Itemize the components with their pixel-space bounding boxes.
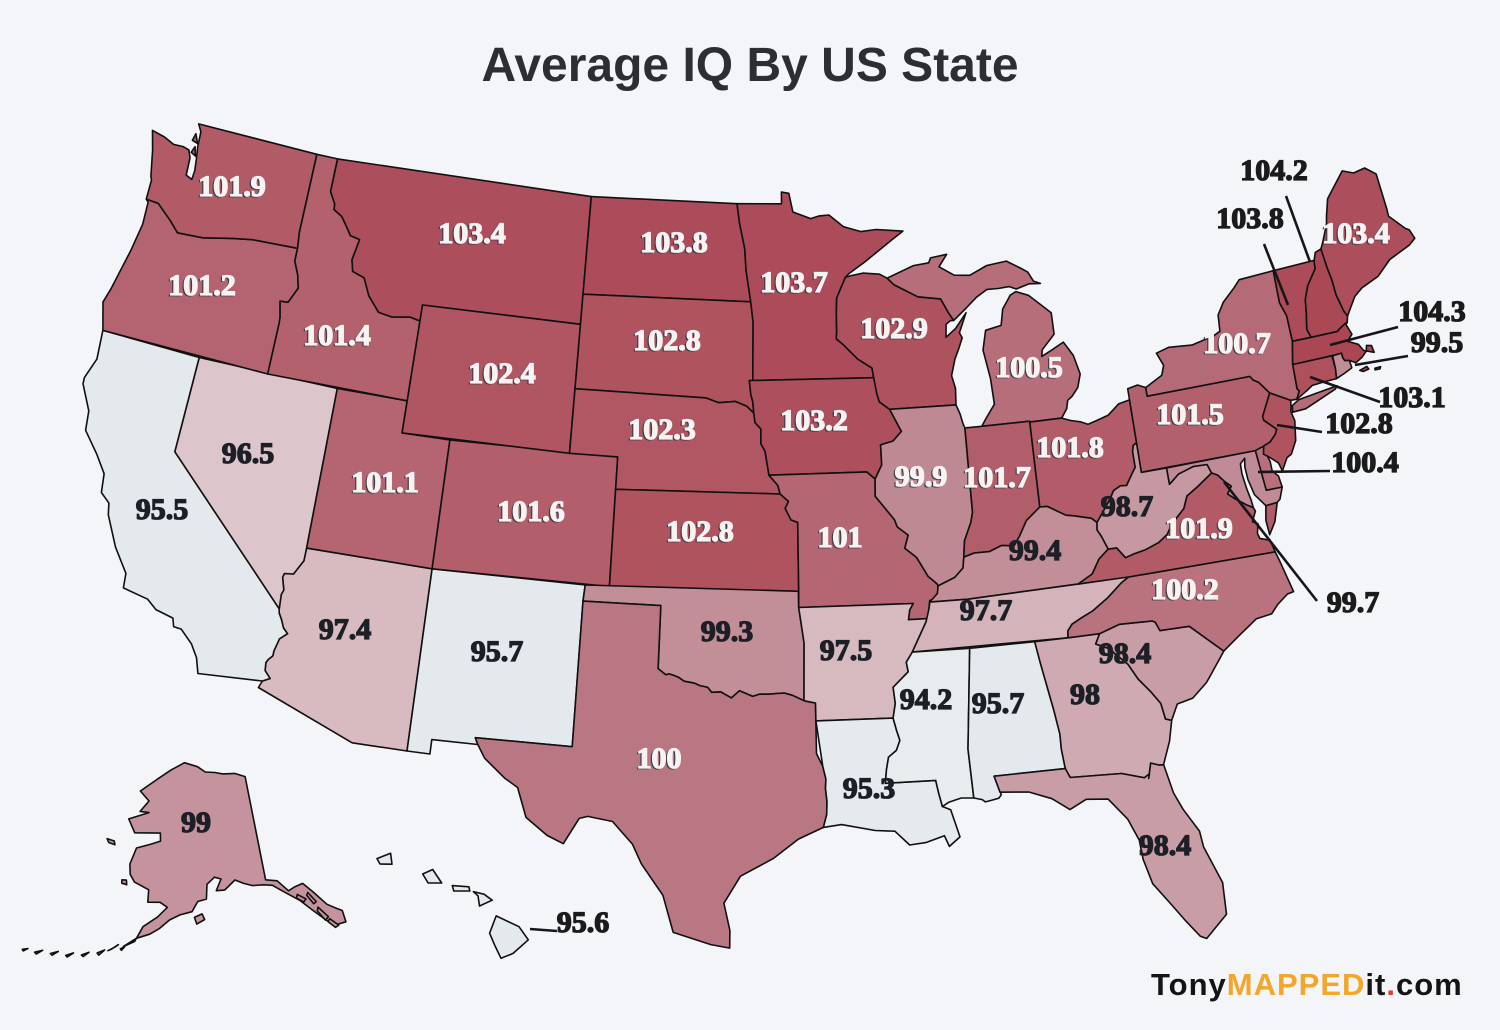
svg-text:101.6: 101.6 bbox=[496, 496, 564, 529]
svg-text:104.3: 104.3 bbox=[1398, 295, 1466, 328]
svg-text:95.5: 95.5 bbox=[136, 493, 189, 526]
svg-text:101.1: 101.1 bbox=[350, 467, 418, 500]
svg-text:98.7: 98.7 bbox=[1101, 490, 1154, 523]
svg-text:102.3: 102.3 bbox=[627, 414, 695, 447]
svg-text:100.5: 100.5 bbox=[994, 352, 1062, 385]
svg-text:101.5: 101.5 bbox=[1156, 398, 1224, 431]
svg-text:101.2: 101.2 bbox=[168, 269, 236, 302]
svg-text:103.2: 103.2 bbox=[780, 404, 848, 437]
svg-text:97.4: 97.4 bbox=[319, 613, 372, 646]
svg-text:101.8: 101.8 bbox=[1036, 431, 1104, 464]
svg-text:101.9: 101.9 bbox=[1164, 513, 1232, 546]
svg-text:101.8: 101.8 bbox=[1035, 432, 1103, 465]
svg-text:102.8: 102.8 bbox=[665, 516, 733, 549]
svg-text:101.9: 101.9 bbox=[197, 171, 265, 204]
svg-text:103.8: 103.8 bbox=[640, 226, 708, 259]
svg-text:Average IQ By US State: Average IQ By US State bbox=[481, 39, 1018, 92]
svg-text:98: 98 bbox=[1070, 678, 1100, 711]
svg-text:102.9: 102.9 bbox=[860, 312, 928, 345]
svg-text:101.4: 101.4 bbox=[303, 319, 371, 352]
svg-text:103.7: 103.7 bbox=[760, 266, 828, 299]
svg-text:95.7: 95.7 bbox=[471, 635, 524, 668]
svg-text:103.4: 103.4 bbox=[438, 217, 506, 250]
svg-text:100.7: 100.7 bbox=[1203, 327, 1271, 360]
svg-text:103.4: 103.4 bbox=[437, 218, 505, 251]
svg-text:102.8: 102.8 bbox=[633, 324, 701, 357]
svg-text:103.4: 103.4 bbox=[1321, 218, 1389, 251]
svg-text:95.7: 95.7 bbox=[972, 687, 1025, 720]
svg-text:TonyMAPPEDit.com: TonyMAPPEDit.com bbox=[1151, 967, 1463, 1002]
svg-text:97.5: 97.5 bbox=[820, 634, 873, 667]
svg-text:101.1: 101.1 bbox=[351, 466, 419, 499]
svg-text:102.3: 102.3 bbox=[628, 413, 696, 446]
svg-text:103.2: 103.2 bbox=[779, 405, 847, 438]
svg-text:99.5: 99.5 bbox=[1411, 326, 1464, 359]
svg-text:103.7: 103.7 bbox=[759, 267, 827, 300]
svg-text:94.2: 94.2 bbox=[900, 683, 953, 716]
svg-text:102.4: 102.4 bbox=[468, 357, 536, 390]
svg-text:99.9: 99.9 bbox=[895, 460, 948, 493]
svg-text:102.4: 102.4 bbox=[467, 358, 535, 391]
svg-text:101.7: 101.7 bbox=[962, 462, 1030, 495]
svg-text:99.4: 99.4 bbox=[1009, 534, 1062, 567]
svg-text:103.4: 103.4 bbox=[1322, 217, 1390, 250]
svg-text:95.6: 95.6 bbox=[557, 906, 610, 939]
svg-text:101.5: 101.5 bbox=[1155, 399, 1223, 432]
svg-text:104.2: 104.2 bbox=[1240, 154, 1308, 187]
svg-text:100: 100 bbox=[637, 742, 682, 775]
svg-text:103.1: 103.1 bbox=[1378, 381, 1446, 414]
svg-text:100.2: 100.2 bbox=[1151, 573, 1219, 606]
svg-text:102.8: 102.8 bbox=[1325, 407, 1393, 440]
svg-text:101.4: 101.4 bbox=[302, 320, 370, 353]
svg-text:101: 101 bbox=[816, 522, 861, 555]
svg-text:101: 101 bbox=[818, 521, 863, 554]
svg-text:101.2: 101.2 bbox=[167, 270, 235, 303]
svg-text:99.9: 99.9 bbox=[893, 461, 946, 494]
svg-text:99: 99 bbox=[181, 806, 211, 839]
svg-text:97.7: 97.7 bbox=[960, 594, 1013, 627]
svg-text:95.3: 95.3 bbox=[843, 772, 896, 805]
svg-text:98.4: 98.4 bbox=[1139, 829, 1192, 862]
svg-text:100: 100 bbox=[635, 743, 680, 776]
svg-text:103.8: 103.8 bbox=[1216, 202, 1284, 235]
svg-text:102.9: 102.9 bbox=[859, 313, 927, 346]
svg-text:98.4: 98.4 bbox=[1099, 637, 1152, 670]
svg-text:99.7: 99.7 bbox=[1327, 586, 1380, 619]
svg-text:101.9: 101.9 bbox=[198, 170, 266, 203]
svg-text:102.8: 102.8 bbox=[632, 325, 700, 358]
svg-text:101.9: 101.9 bbox=[1165, 512, 1233, 545]
svg-text:101.6: 101.6 bbox=[497, 495, 565, 528]
svg-text:100.7: 100.7 bbox=[1202, 328, 1270, 361]
svg-text:102.8: 102.8 bbox=[666, 515, 734, 548]
svg-text:100.4: 100.4 bbox=[1331, 446, 1399, 479]
svg-text:96.5: 96.5 bbox=[222, 437, 275, 470]
svg-text:100.2: 100.2 bbox=[1150, 574, 1218, 607]
svg-text:100.5: 100.5 bbox=[995, 351, 1063, 384]
svg-text:101.7: 101.7 bbox=[963, 461, 1031, 494]
svg-text:99.3: 99.3 bbox=[701, 615, 754, 648]
svg-text:103.8: 103.8 bbox=[639, 227, 707, 260]
